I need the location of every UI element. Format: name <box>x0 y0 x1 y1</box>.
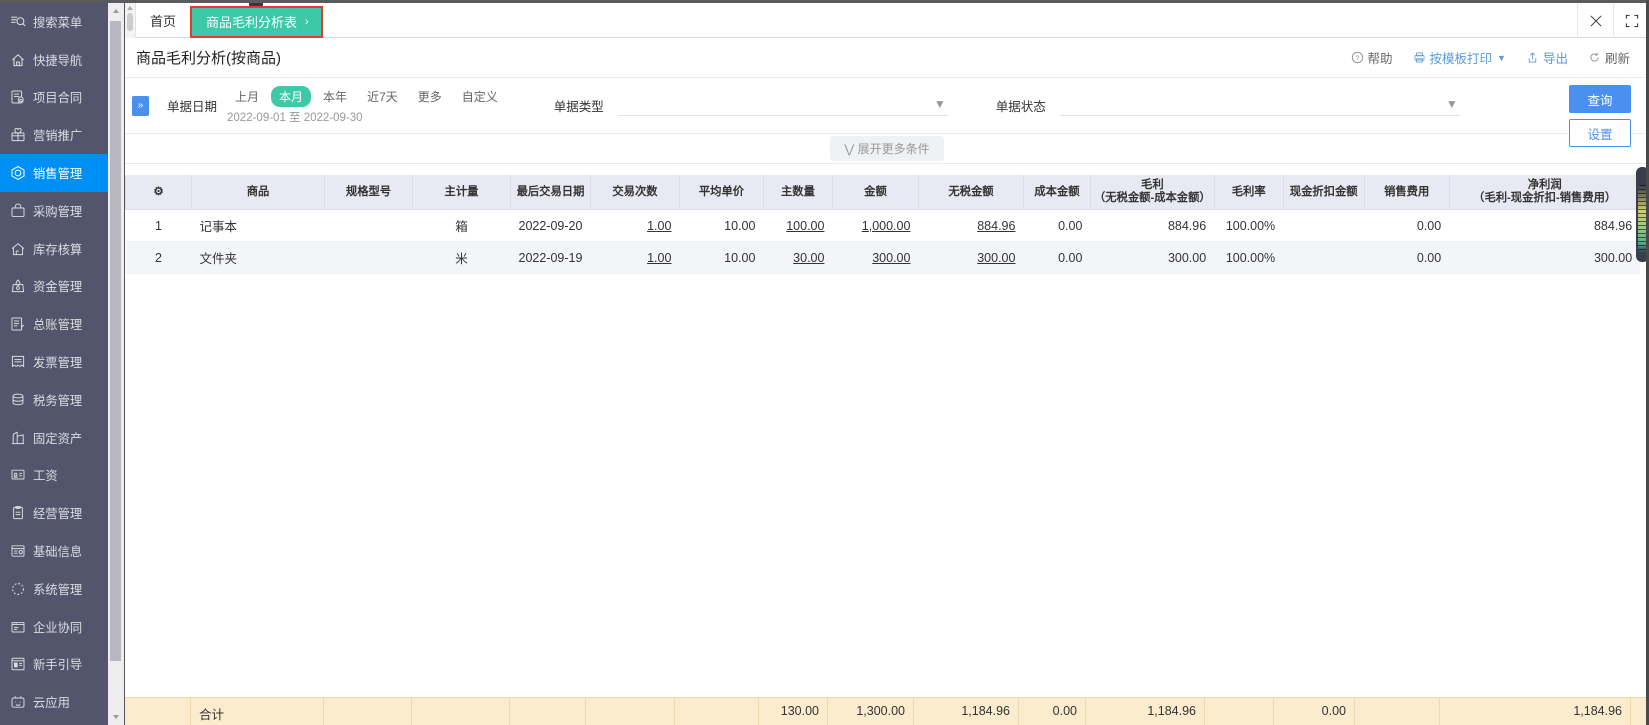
svg-text:?: ? <box>1355 55 1359 62</box>
